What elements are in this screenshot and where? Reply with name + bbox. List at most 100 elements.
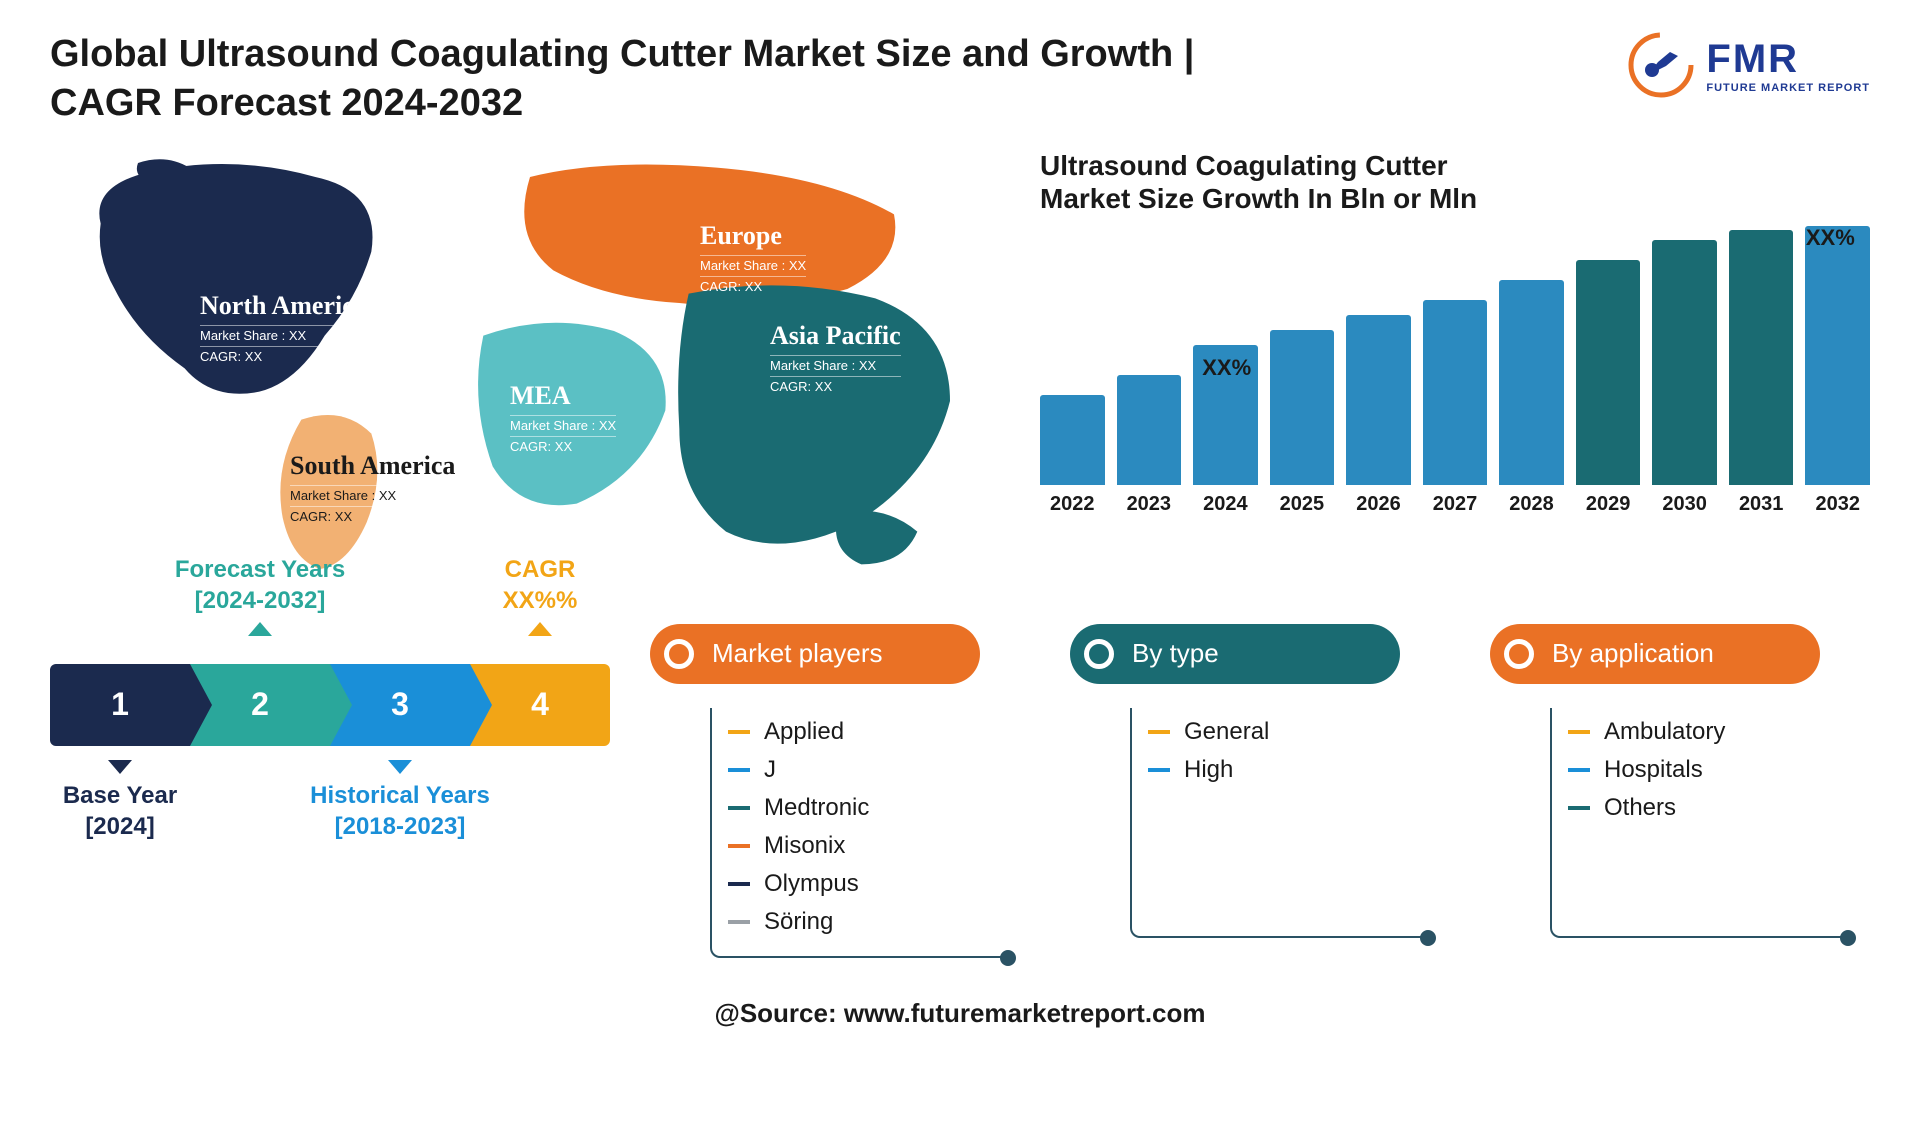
bar-2032: 2032 [1805,226,1870,516]
list-item: J [712,756,990,784]
bar-x-label: 2030 [1662,493,1707,516]
bars-container: 2022202320242025202620272028202920302031… [1040,226,1870,516]
timeline-callout-cagr: CAGRXX%% [430,554,650,642]
category-list: General High [1130,708,1430,938]
logo-text-sub: FUTURE MARKET REPORT [1706,82,1870,94]
bar-rect [1346,315,1411,485]
logo-text-main: FMR [1706,37,1870,82]
list-item-label: Ambulatory [1604,718,1725,746]
bar-rect [1117,375,1182,485]
bar-x-label: 2022 [1050,493,1095,516]
list-item: Ambulatory [1552,718,1830,746]
bar-annotation: XX% [1202,355,1251,381]
bar-rect [1499,280,1564,485]
category-type: By type General High [1070,624,1450,958]
bar-x-label: 2029 [1586,493,1631,516]
tick-icon [1148,768,1170,772]
list-item: High [1132,756,1410,784]
map-label-sa: South AmericaMarket Share : XXCAGR: XX [290,449,455,527]
category-list: Applied J Medtronic Misonix Olympus Söring [710,708,1010,958]
pill-label: By type [1132,638,1219,669]
tick-icon [728,730,750,734]
list-item-label: Medtronic [764,794,869,822]
list-item: Olympus [712,870,990,898]
page-title: Global Ultrasound Coagulating Cutter Mar… [50,30,1250,129]
list-item: Others [1552,794,1830,822]
map-label-mea: MEAMarket Share : XXCAGR: XX [510,379,616,457]
category-application: By application Ambulatory Hospitals Others [1490,624,1870,958]
timeline-callout-hist: Historical Years[2018-2023] [290,754,510,842]
bar-2027: 2027 [1423,226,1488,516]
bar-2022: 2022 [1040,226,1105,516]
bar-rect [1423,300,1488,485]
bar-annotation: XX% [1806,225,1855,251]
bar-2030: 2030 [1652,226,1717,516]
bar-rect [1270,330,1335,485]
pill-dot-icon [1084,639,1114,669]
list-item: General [1132,718,1410,746]
bar-x-label: 2031 [1739,493,1784,516]
bar-x-label: 2027 [1433,493,1478,516]
list-item-label: J [764,756,776,784]
pill-label: Market players [712,638,883,669]
category-pill: By type [1070,624,1400,684]
timeline: 1234 Forecast Years[2024-2032]CAGRXX%%Ba… [50,624,610,958]
list-item: Misonix [712,832,990,860]
tick-icon [1568,768,1590,772]
world-map: North AmericaMarket Share : XXCAGR: XX So… [50,149,1010,569]
bar-2025: 2025 [1270,226,1335,516]
map-label-na: North AmericaMarket Share : XXCAGR: XX [200,289,367,367]
timeline-callout-base: Base Year[2024] [10,754,230,842]
map-label-ap: Asia PacificMarket Share : XXCAGR: XX [770,319,901,397]
bar-x-label: 2023 [1127,493,1172,516]
top-row: North AmericaMarket Share : XXCAGR: XX So… [50,149,1870,569]
header: Global Ultrasound Coagulating Cutter Mar… [50,30,1870,129]
bar-2029: 2029 [1576,226,1641,516]
category-pill: Market players [650,624,980,684]
list-item-label: Applied [764,718,844,746]
bar-2026: 2026 [1346,226,1411,516]
bar-x-label: 2025 [1280,493,1325,516]
fmr-logo-icon [1626,30,1696,100]
tick-icon [728,806,750,810]
bar-rect [1652,240,1717,485]
bar-x-label: 2028 [1509,493,1554,516]
category-pill: By application [1490,624,1820,684]
list-item-label: Others [1604,794,1676,822]
list-item: Söring [712,908,990,936]
bar-rect [1729,230,1794,485]
list-item: Hospitals [1552,756,1830,784]
tick-icon [1148,730,1170,734]
category-list: Ambulatory Hospitals Others [1550,708,1850,938]
tick-icon [728,882,750,886]
pill-dot-icon [1504,639,1534,669]
list-item-label: Söring [764,908,833,936]
list-item: Applied [712,718,990,746]
pill-dot-icon [664,639,694,669]
bottom-row: 1234 Forecast Years[2024-2032]CAGRXX%%Ba… [50,624,1870,958]
bar-2023: 2023 [1117,226,1182,516]
tick-icon [1568,730,1590,734]
tick-icon [728,768,750,772]
timeline-seg-1: 1 [50,664,190,746]
source-footer: @Source: www.futuremarketreport.com [50,998,1870,1029]
category-players: Market players Applied J Medtronic Misonix Ol… [650,624,1030,958]
map-label-eu: EuropeMarket Share : XXCAGR: XX [700,219,806,297]
tick-icon [1568,806,1590,810]
bar-2031: 2031 [1729,226,1794,516]
pill-label: By application [1552,638,1714,669]
list-item-label: High [1184,756,1233,784]
timeline-callout-forecast: Forecast Years[2024-2032] [150,554,370,642]
list-item-label: General [1184,718,1269,746]
bar-x-label: 2026 [1356,493,1401,516]
list-item-label: Misonix [764,832,845,860]
bar-rect [1576,260,1641,485]
fmr-logo: FMR FUTURE MARKET REPORT [1626,30,1870,100]
tick-icon [728,844,750,848]
tick-icon [728,920,750,924]
bar-rect [1040,395,1105,485]
bar-2028: 2028 [1499,226,1564,516]
chart-title: Ultrasound Coagulating Cutter Market Siz… [1040,149,1540,216]
bar-chart: Ultrasound Coagulating Cutter Market Siz… [1040,149,1870,569]
list-item-label: Olympus [764,870,859,898]
